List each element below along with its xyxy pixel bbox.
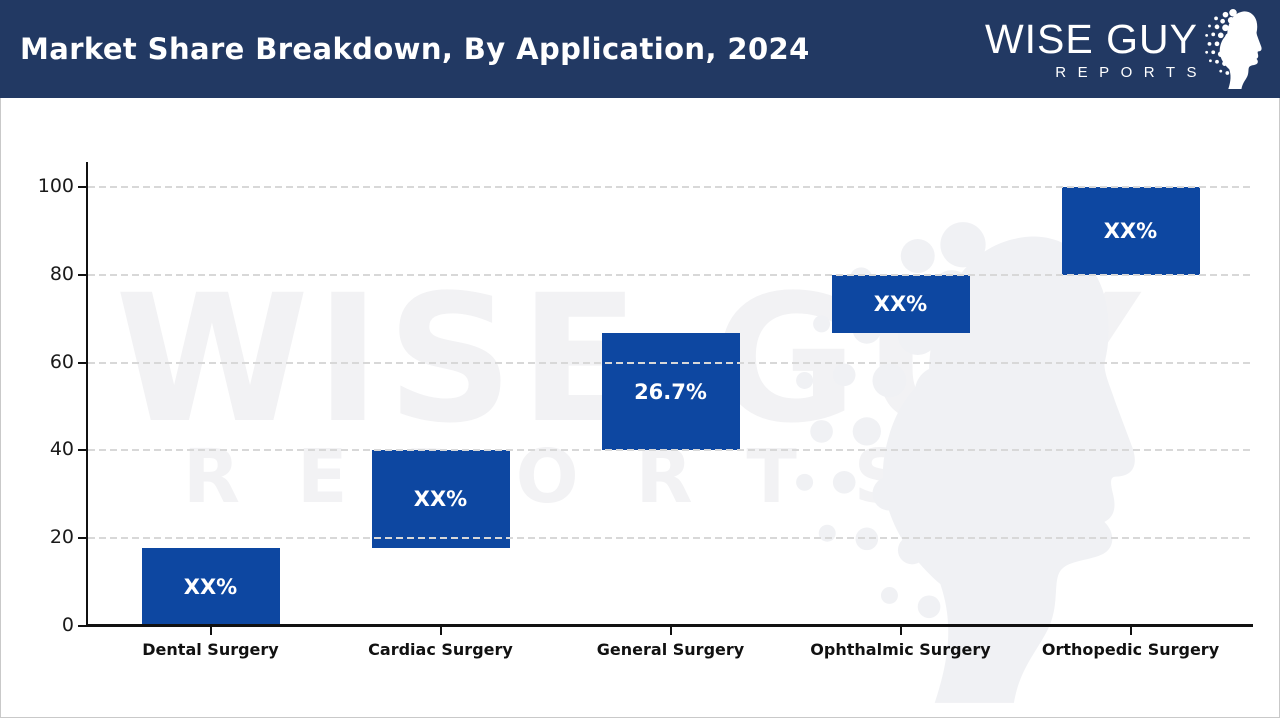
x-tick-label: Orthopedic Surgery (1041, 640, 1220, 659)
x-tick-mark (669, 627, 672, 635)
bar-cardiac-surgery: XX% (371, 450, 510, 548)
bar-ophthalmic-surgery: XX% (831, 274, 970, 334)
y-tick-label: 40 (49, 438, 74, 461)
x-tick-label: Dental Surgery (142, 640, 279, 659)
bar-value-label: XX% (873, 291, 928, 316)
y-tick-label: 60 (49, 350, 74, 373)
y-tick-mark (78, 186, 87, 188)
y-tick-mark (78, 361, 87, 364)
y-tick-mark (78, 273, 87, 276)
bar-dental-surgery: XX% (141, 547, 280, 626)
x-tick-mark (1129, 627, 1132, 635)
gridline-60 (88, 361, 1253, 364)
bar-value-label: 26.7% (634, 379, 707, 404)
y-tick-label: 80 (49, 262, 74, 285)
y-tick-mark (78, 449, 87, 452)
y-tick-mark (78, 537, 87, 540)
wiseguy-logo: WISE GUY REPORTS (985, 9, 1266, 89)
bar-value-label: XX% (1103, 218, 1158, 243)
head-silhouette-icon (1205, 9, 1262, 89)
y-axis-spine (86, 162, 88, 627)
x-tick-mark (209, 627, 212, 635)
y-tick-label: 0 (61, 614, 74, 636)
gridline-40 (88, 449, 1253, 452)
y-tick-label: 20 (49, 526, 74, 549)
watermark-head-silhouette (796, 222, 1135, 703)
x-tick-mark (439, 627, 442, 635)
x-tick-label: General Surgery (596, 640, 745, 659)
x-tick-label: Cardiac Surgery (368, 640, 513, 659)
gridline-20 (88, 537, 1253, 540)
x-tick-mark (899, 627, 902, 635)
x-axis-spine (86, 624, 1253, 627)
watermark-subtitle: REPORTS (183, 434, 965, 520)
gridline-100 (88, 186, 1253, 188)
page-title: Market Share Breakdown, By Application, … (20, 32, 810, 66)
y-tick-label: 100 (37, 175, 74, 197)
header-band: Market Share Breakdown, By Application, … (0, 0, 1280, 98)
bar-orthopedic-surgery: XX% (1061, 187, 1200, 275)
y-tick-mark (78, 625, 87, 627)
logo-wordmark: WISE GUY (984, 15, 1198, 62)
logo-subtitle: REPORTS (1055, 63, 1208, 81)
bar-value-label: XX% (413, 487, 468, 512)
x-tick-label: Ophthalmic Surgery (810, 640, 991, 659)
bar-general-surgery: 26.7% (601, 333, 740, 451)
gridline-80 (88, 273, 1253, 276)
logo-text: WISE GUY REPORTS (984, 15, 1198, 80)
bar-value-label: XX% (183, 574, 238, 599)
